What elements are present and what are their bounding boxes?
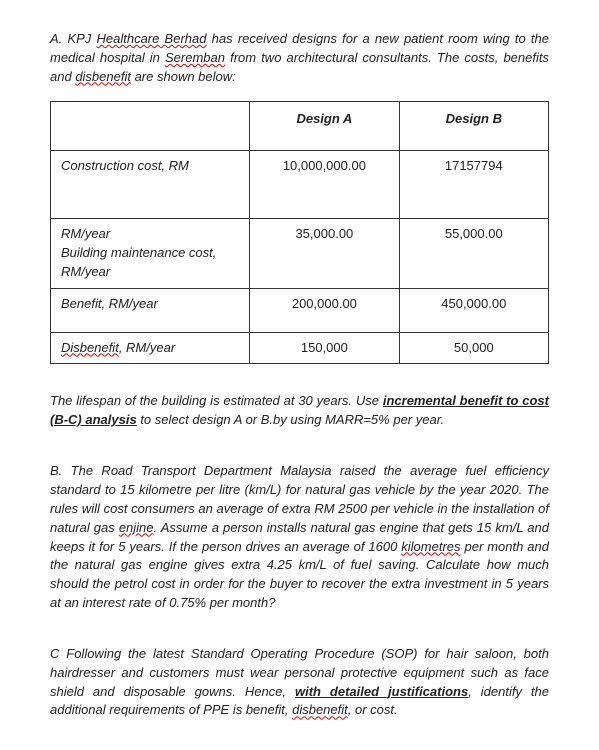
- cost-table: Design A Design B Construction cost, RM …: [50, 101, 549, 365]
- part-b: B. The Road Transport Department Malaysi…: [50, 462, 549, 613]
- table-row: Benefit, RM/year 200,000.00 450,000.00: [51, 288, 549, 332]
- spellcheck-word: Seremban: [165, 50, 225, 65]
- part-a-intro: A. KPJ Healthcare Berhad has received de…: [50, 30, 549, 87]
- cell-value: 200,000.00: [250, 288, 399, 332]
- text: Building maintenance cost, RM/year: [61, 245, 216, 279]
- spellcheck-word: kilometres: [401, 539, 460, 554]
- text: , RM/year: [119, 340, 175, 355]
- text: to select design A or B.by using MARR=5%…: [137, 412, 444, 427]
- text: , or cost.: [348, 702, 398, 717]
- cell-value: 50,000: [399, 332, 548, 364]
- row-label: Benefit, RM/year: [51, 288, 250, 332]
- spellcheck-word: disbenefit: [292, 702, 348, 717]
- cell-value: 150,000: [250, 332, 399, 364]
- part-a-close: The lifespan of the building is estimate…: [50, 392, 549, 430]
- emphasis-text: with detailed justifications: [295, 684, 468, 699]
- text: are shown below:: [131, 69, 236, 84]
- spellcheck-word: Healthcare Berhad: [97, 31, 207, 46]
- spellcheck-word: enjine: [119, 520, 154, 535]
- table-row: Construction cost, RM 10,000,000.00 1715…: [51, 151, 549, 219]
- spellcheck-word: disbenefit: [75, 69, 131, 84]
- text: RM/year: [61, 226, 110, 241]
- table-row: Disbenefit, RM/year 150,000 50,000: [51, 332, 549, 364]
- row-label: RM/year Building maintenance cost, RM/ye…: [51, 219, 250, 289]
- document-page: A. KPJ Healthcare Berhad has received de…: [0, 0, 599, 750]
- header-design-b: Design B: [399, 101, 548, 151]
- table-header-row: Design A Design B: [51, 101, 549, 151]
- text: The lifespan of the building is estimate…: [50, 393, 383, 408]
- spellcheck-word: Disbenefit: [61, 340, 119, 355]
- cell-value: 10,000,000.00: [250, 151, 399, 219]
- cell-value: 55,000.00: [399, 219, 548, 289]
- cell-value: 450,000.00: [399, 288, 548, 332]
- row-label: Disbenefit, RM/year: [51, 332, 250, 364]
- table-row: RM/year Building maintenance cost, RM/ye…: [51, 219, 549, 289]
- text: A. KPJ: [50, 31, 97, 46]
- cell-value: 35,000.00: [250, 219, 399, 289]
- cell-value: 17157794: [399, 151, 548, 219]
- row-label: Construction cost, RM: [51, 151, 250, 219]
- header-design-a: Design A: [250, 101, 399, 151]
- header-blank: [51, 101, 250, 151]
- part-c: C Following the latest Standard Operatin…: [50, 645, 549, 720]
